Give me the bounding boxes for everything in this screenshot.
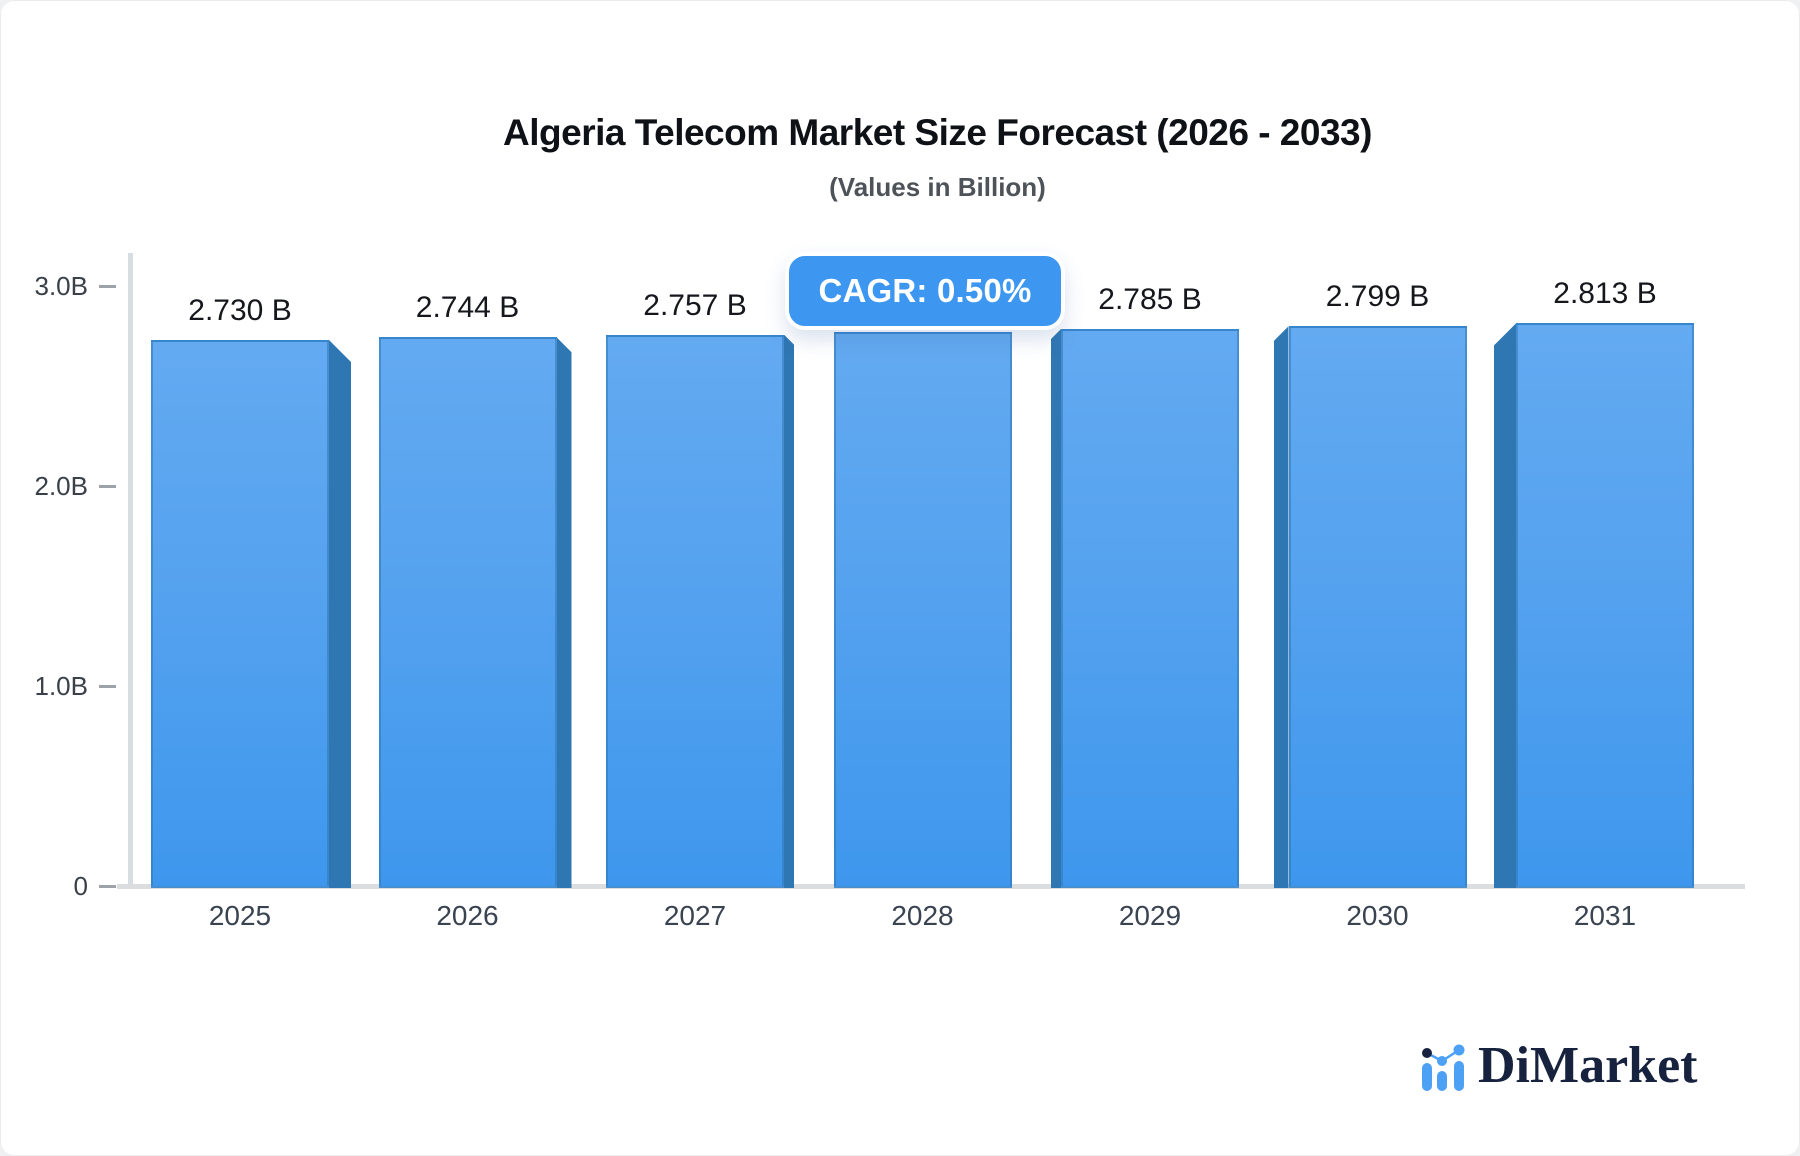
y-tick-mark bbox=[99, 685, 116, 688]
bar-2030[interactable] bbox=[1288, 326, 1467, 888]
y-tick-label: 1.0B bbox=[34, 671, 89, 701]
x-tick-label: 2029 bbox=[1118, 900, 1182, 931]
bar-3d-side bbox=[329, 340, 351, 888]
bar-value-label: 2.730 B bbox=[188, 294, 292, 327]
bar-value-label: 2.757 B bbox=[643, 288, 747, 322]
bar-3d-side bbox=[1494, 323, 1516, 888]
bar-value-label: 2.744 B bbox=[415, 291, 520, 325]
x-tick-label: 2028 bbox=[891, 900, 954, 931]
cagr-badge: CAGR: 0.50% bbox=[785, 252, 1065, 330]
y-tick-label: 0 bbox=[73, 871, 88, 901]
y-tick-mark bbox=[99, 485, 116, 488]
cagr-badge-label: CAGR: 0.50% bbox=[818, 272, 1032, 309]
y-tick-mark bbox=[99, 885, 116, 888]
y-tick-label: 3.0B bbox=[34, 271, 89, 301]
bar-2031[interactable] bbox=[1516, 323, 1694, 888]
bar-3d-side bbox=[784, 334, 794, 888]
chart-subtitle: (Values in Billion) bbox=[829, 172, 1046, 202]
bar-3d-side bbox=[1273, 326, 1289, 888]
bar-value-label: 2.813 B bbox=[1553, 277, 1657, 311]
x-tick-label: 2027 bbox=[663, 900, 727, 931]
brand-name: DiMarket bbox=[1478, 1037, 1698, 1094]
bar-2029[interactable] bbox=[1061, 329, 1239, 888]
y-tick-mark bbox=[99, 285, 116, 288]
bar-3d-side bbox=[556, 337, 572, 888]
y-axis-line bbox=[128, 253, 133, 886]
x-tick-label: 2026 bbox=[436, 900, 499, 931]
bar-3d-side bbox=[1051, 329, 1061, 888]
bar-2027[interactable] bbox=[606, 334, 784, 888]
bar-2025[interactable] bbox=[151, 340, 329, 888]
bar-2026[interactable] bbox=[378, 337, 557, 888]
chart-title: Algeria Telecom Market Size Forecast (20… bbox=[503, 112, 1372, 153]
x-tick-label: 2031 bbox=[1573, 900, 1637, 931]
x-tick-label: 2025 bbox=[208, 900, 272, 931]
bar-value-label: 2.799 B bbox=[1325, 280, 1430, 314]
bar-value-label: 2.785 B bbox=[1098, 283, 1202, 316]
bar-line-chart-icon bbox=[1420, 1041, 1466, 1091]
bar-2028[interactable] bbox=[833, 331, 1012, 888]
x-tick-label: 2030 bbox=[1346, 900, 1409, 931]
brand-logo: DiMarket bbox=[1420, 1036, 1697, 1096]
y-tick-label: 2.0B bbox=[34, 471, 89, 501]
